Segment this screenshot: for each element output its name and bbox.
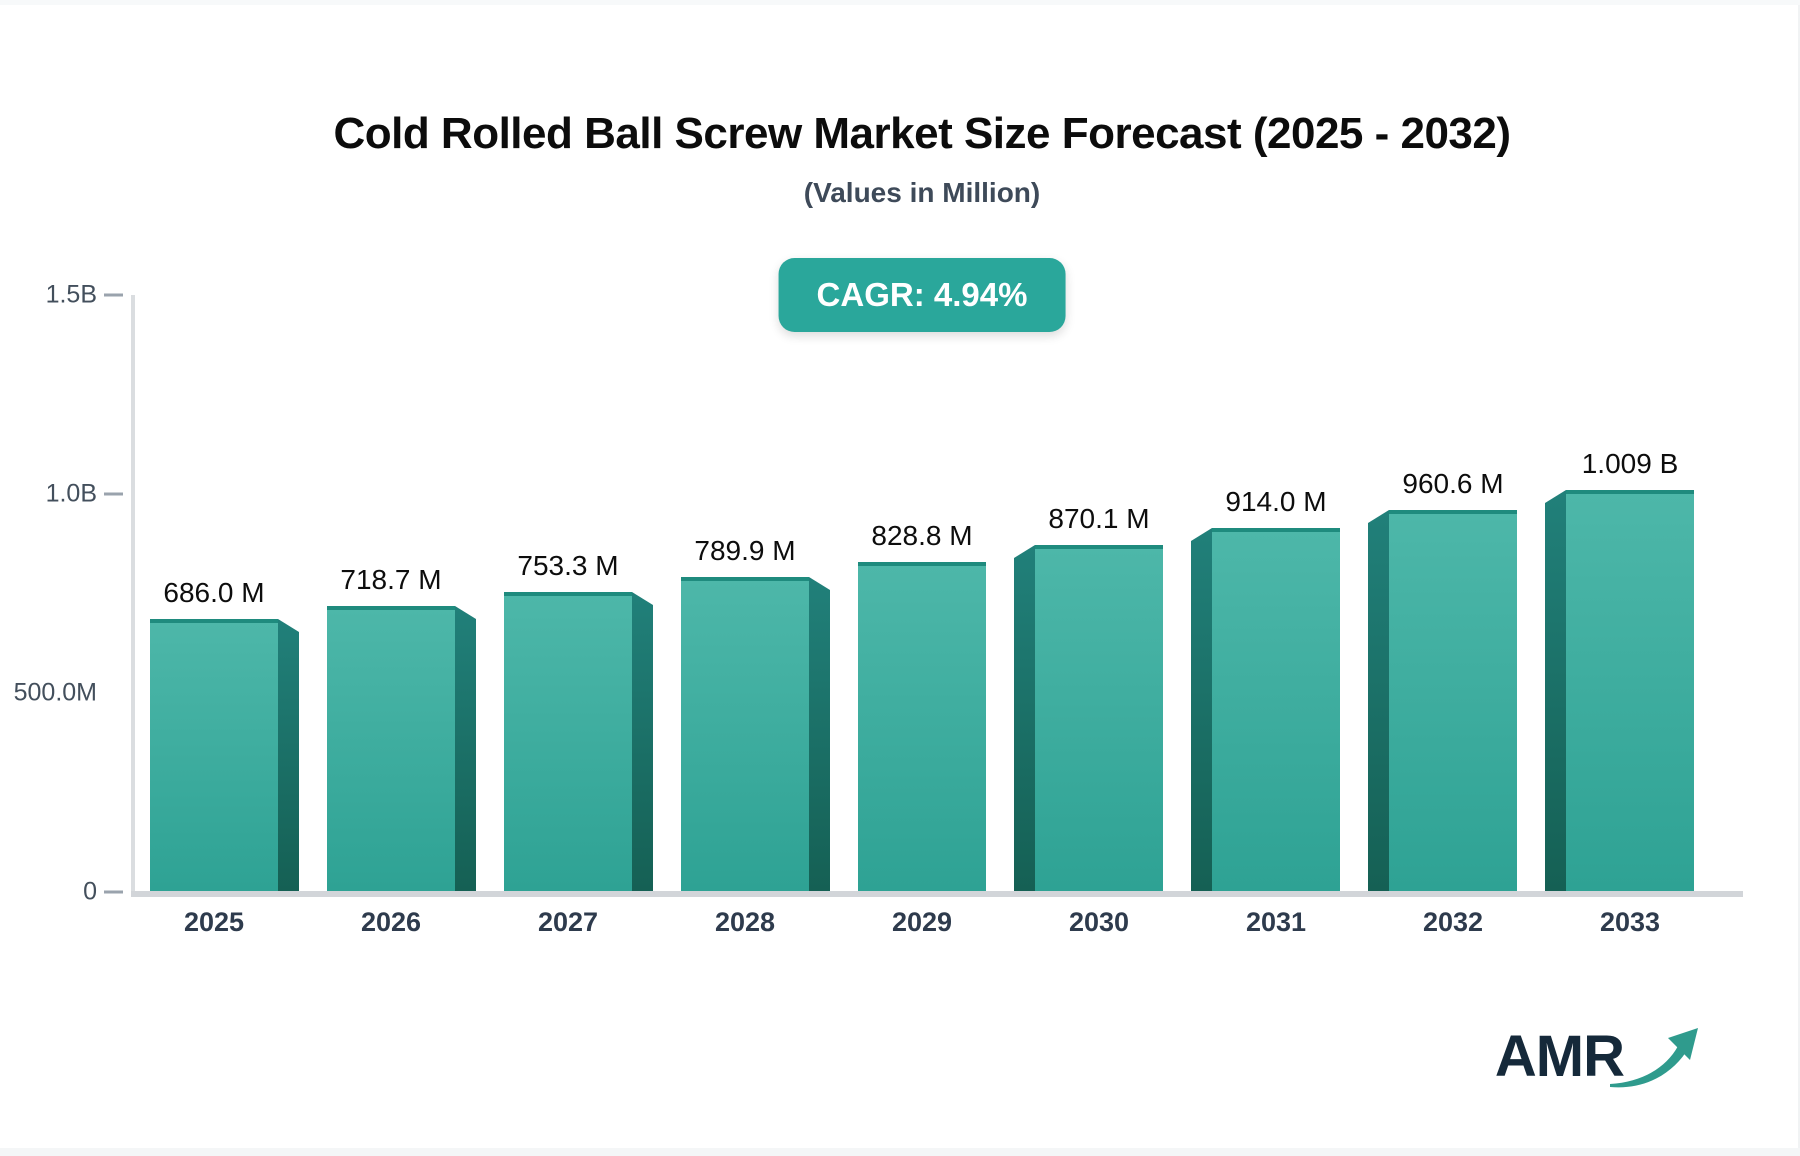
bar-face-2028[interactable] [681, 577, 809, 891]
y-tick-label-1.0B: 1.0B [45, 479, 97, 508]
bar-value-label-2026: 718.7 M [340, 564, 442, 595]
bar-side-shade-2033 [1545, 490, 1566, 891]
y-tick-label-1.5B: 1.5B [45, 280, 97, 309]
bar-face-2032[interactable] [1389, 510, 1517, 891]
bar-side-shade-2027 [632, 592, 653, 891]
bar-value-label-2027: 753.3 M [517, 550, 619, 581]
bar-face-2030[interactable] [1035, 545, 1163, 891]
x-axis-line [131, 891, 1743, 897]
bar-side-shade-2025 [278, 619, 299, 891]
chart-title: Cold Rolled Ball Screw Market Size Forec… [333, 109, 1511, 158]
bar-face-2029[interactable] [858, 562, 986, 891]
x-axis-label-2031: 2031 [1245, 907, 1307, 937]
bar-value-label-2029: 828.8 M [871, 520, 973, 551]
bar-side-shade-2028 [809, 577, 830, 891]
y-tick-mark-1.0B [104, 492, 123, 496]
y-tick-label-0: 0 [83, 877, 97, 906]
bar-face-2025[interactable] [150, 619, 278, 891]
bar-side-shade-2031 [1191, 528, 1212, 891]
x-axis-label-2027: 2027 [537, 907, 599, 937]
bar-face-2027[interactable] [504, 592, 632, 891]
bar-face-2026[interactable] [327, 606, 455, 891]
bar-value-label-2033: 1.009 B [1581, 448, 1679, 479]
chart-subtitle: (Values in Million) [803, 177, 1041, 208]
x-axis-label-2030: 2030 [1068, 907, 1130, 937]
x-axis-label-2029: 2029 [891, 907, 953, 937]
amr-logo: AMR [1495, 1028, 1700, 1090]
bar-face-2033[interactable] [1566, 490, 1694, 891]
x-axis-label-2026: 2026 [360, 907, 422, 937]
bar-value-label-2030: 870.1 M [1048, 503, 1150, 534]
bar-face-2031[interactable] [1212, 528, 1340, 891]
x-axis-label-2028: 2028 [714, 907, 776, 937]
bar-value-label-2028: 789.9 M [694, 535, 796, 566]
y-tick-label-500.0M: 500.0M [13, 678, 97, 707]
y-tick-mark-0 [104, 890, 123, 894]
x-axis-label-2025: 2025 [183, 907, 245, 937]
amr-logo-text: AMR [1494, 1024, 1625, 1089]
amr-logo-arrow-icon [1610, 1028, 1698, 1088]
cagr-badge: CAGR: 4.94% [778, 258, 1066, 332]
y-tick-mark-1.5B [104, 293, 123, 297]
bar-value-label-2031: 914.0 M [1225, 486, 1327, 517]
bar-value-label-2025: 686.0 M [163, 577, 265, 608]
x-axis-label-2032: 2032 [1422, 907, 1484, 937]
bar-side-shade-2026 [455, 606, 476, 891]
bar-side-shade-2032 [1368, 510, 1389, 891]
y-axis-line [131, 295, 135, 893]
x-axis-label-2033: 2033 [1599, 907, 1661, 937]
bar-value-label-2032: 960.6 M [1402, 468, 1504, 499]
bar-side-shade-2030 [1014, 545, 1035, 891]
